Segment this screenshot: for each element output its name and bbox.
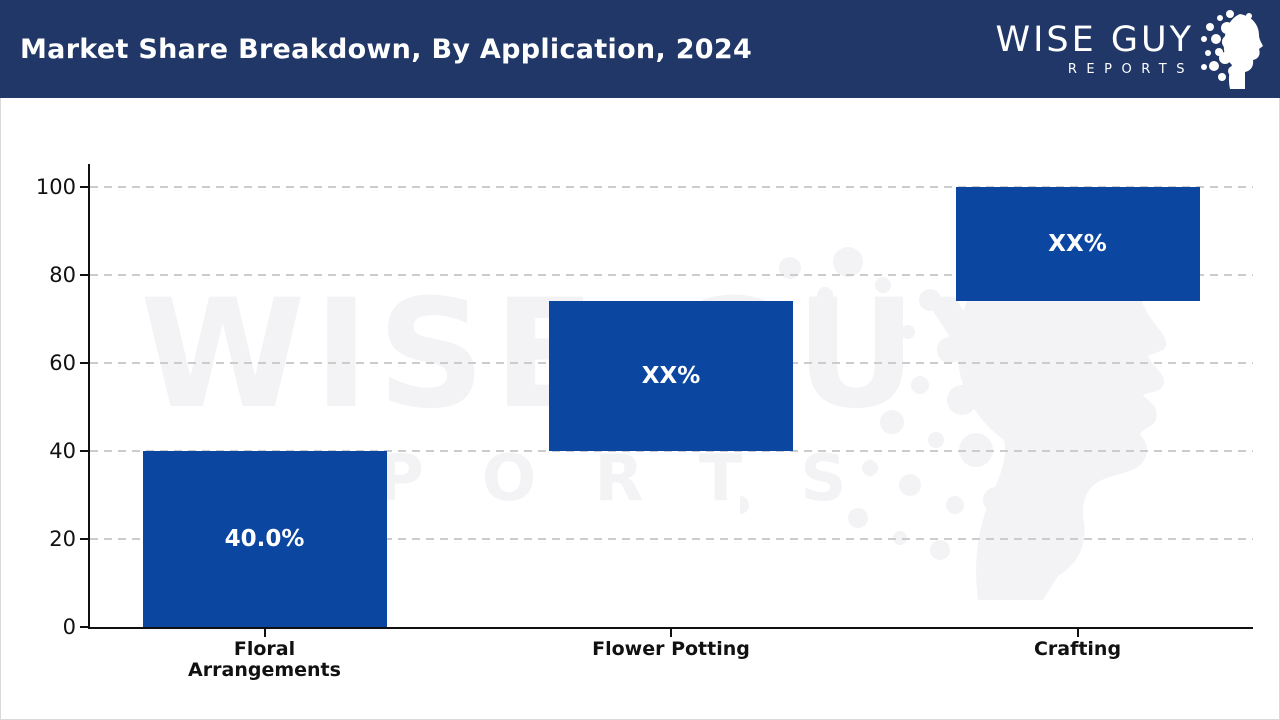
bar-floral-arrangements — [142, 451, 387, 627]
category-label-floral-arrangements: Floral Arrangements — [188, 638, 341, 681]
y-tick-mark — [80, 626, 88, 628]
y-tick-label: 60 — [49, 351, 76, 375]
x-axis-line — [88, 627, 1253, 629]
wise-guy-logo: WISE GUY REPORTS — [995, 8, 1266, 90]
x-tick-mark — [670, 629, 672, 637]
page-title: Market Share Breakdown, By Application, … — [20, 33, 753, 65]
gridline — [90, 450, 1253, 452]
y-tick-mark — [80, 274, 88, 276]
logo-face-icon — [1201, 10, 1263, 89]
gridline — [90, 274, 1253, 276]
y-tick-label: 40 — [49, 439, 76, 463]
category-label-crafting: Crafting — [1033, 638, 1122, 660]
watermark-face-icon — [740, 235, 1167, 600]
header: Market Share Breakdown, By Application, … — [0, 0, 1280, 98]
y-tick-label: 0 — [62, 615, 76, 639]
gridline — [90, 186, 1253, 188]
logo-wiseguy-label: WISE GUY — [995, 19, 1194, 60]
bar-value-label: XX% — [641, 363, 701, 390]
y-tick-mark — [80, 450, 88, 452]
x-tick-mark — [263, 629, 266, 637]
x-tick-mark — [1076, 629, 1079, 637]
bar-crafting — [955, 187, 1200, 302]
y-tick-mark — [80, 538, 88, 540]
y-tick-label: 100 — [35, 175, 76, 199]
y-tick-mark — [80, 186, 88, 188]
bar-value-label: 40.0% — [224, 526, 305, 552]
y-tick-label: 20 — [49, 527, 76, 551]
y-tick-mark — [80, 362, 88, 364]
y-tick-label: 80 — [49, 263, 76, 287]
category-label-flower-potting: Flower Potting — [592, 638, 750, 660]
bar-flower-potting — [549, 301, 793, 451]
y-axis-line — [88, 164, 90, 629]
bar-value-label: XX% — [1048, 231, 1107, 258]
gridline — [90, 538, 1253, 540]
logo-text: WISE GUY REPORTS — [995, 19, 1194, 77]
logo-reports-label: REPORTS — [1067, 61, 1194, 77]
